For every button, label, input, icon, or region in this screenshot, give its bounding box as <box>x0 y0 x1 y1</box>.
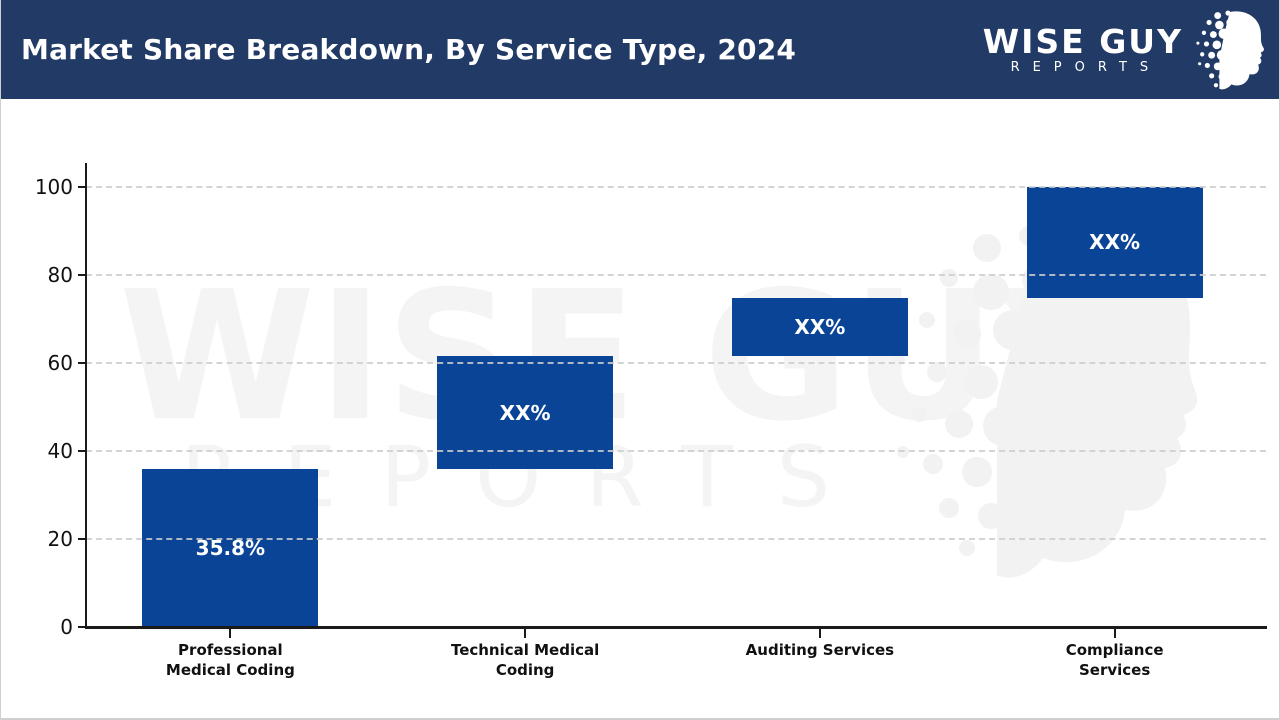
watermark-brand-name: WISE GUY <box>119 253 1129 460</box>
header-bar: Market Share Breakdown, By Service Type,… <box>1 0 1279 99</box>
x-category-label: Professional Medical Coding <box>165 641 295 679</box>
x-category-label: Technical Medical Coding <box>450 641 600 679</box>
gridline-20 <box>86 538 1266 540</box>
brand-logo-text: WISE GUY REPORTS <box>983 24 1183 76</box>
brand-name: WISE GUY <box>982 22 1183 61</box>
y-tick-mark-60 <box>78 362 86 364</box>
x-tick-mark <box>229 629 232 638</box>
bar-segment: XX% <box>731 297 908 357</box>
y-tick-label-60: 60 <box>47 351 73 375</box>
bar-value-label: XX% <box>794 315 846 340</box>
y-tick-mark-80 <box>78 274 86 276</box>
y-tick-label-100: 100 <box>34 175 73 199</box>
x-tick-mark <box>1113 629 1116 638</box>
head-profile-logo-icon <box>1196 10 1264 90</box>
bar-segment: XX% <box>1026 187 1203 298</box>
gridline-80 <box>86 274 1266 276</box>
brand-subname: REPORTS <box>1010 60 1162 75</box>
brand-logo: WISE GUY REPORTS <box>983 4 1271 96</box>
y-tick-label-80: 80 <box>47 263 73 287</box>
gridline-40 <box>86 450 1266 452</box>
y-tick-label-20: 20 <box>47 527 73 551</box>
x-tick-mark <box>524 629 527 638</box>
gridline-100 <box>86 186 1266 188</box>
y-tick-mark-100 <box>78 186 86 188</box>
bar-segment: XX% <box>437 356 614 470</box>
x-category-label: Auditing Services <box>745 641 895 659</box>
bar-segment: 35.8% <box>142 469 319 627</box>
y-tick-mark-0 <box>78 626 86 628</box>
y-tick-mark-40 <box>78 450 86 452</box>
bar-value-label: XX% <box>1089 230 1141 255</box>
x-axis-line <box>85 626 1267 629</box>
x-tick-mark <box>818 629 821 638</box>
gridline-60 <box>86 362 1266 364</box>
y-tick-label-40: 40 <box>47 439 73 463</box>
bar-value-label: XX% <box>499 400 551 425</box>
y-tick-mark-20 <box>78 538 86 540</box>
y-tick-label-0: 0 <box>60 615 73 639</box>
y-axis-line <box>85 163 87 629</box>
bar-value-label: 35.8% <box>195 536 266 561</box>
page-title: Market Share Breakdown, By Service Type,… <box>21 33 797 66</box>
x-category-label: Compliance Services <box>1065 641 1164 679</box>
